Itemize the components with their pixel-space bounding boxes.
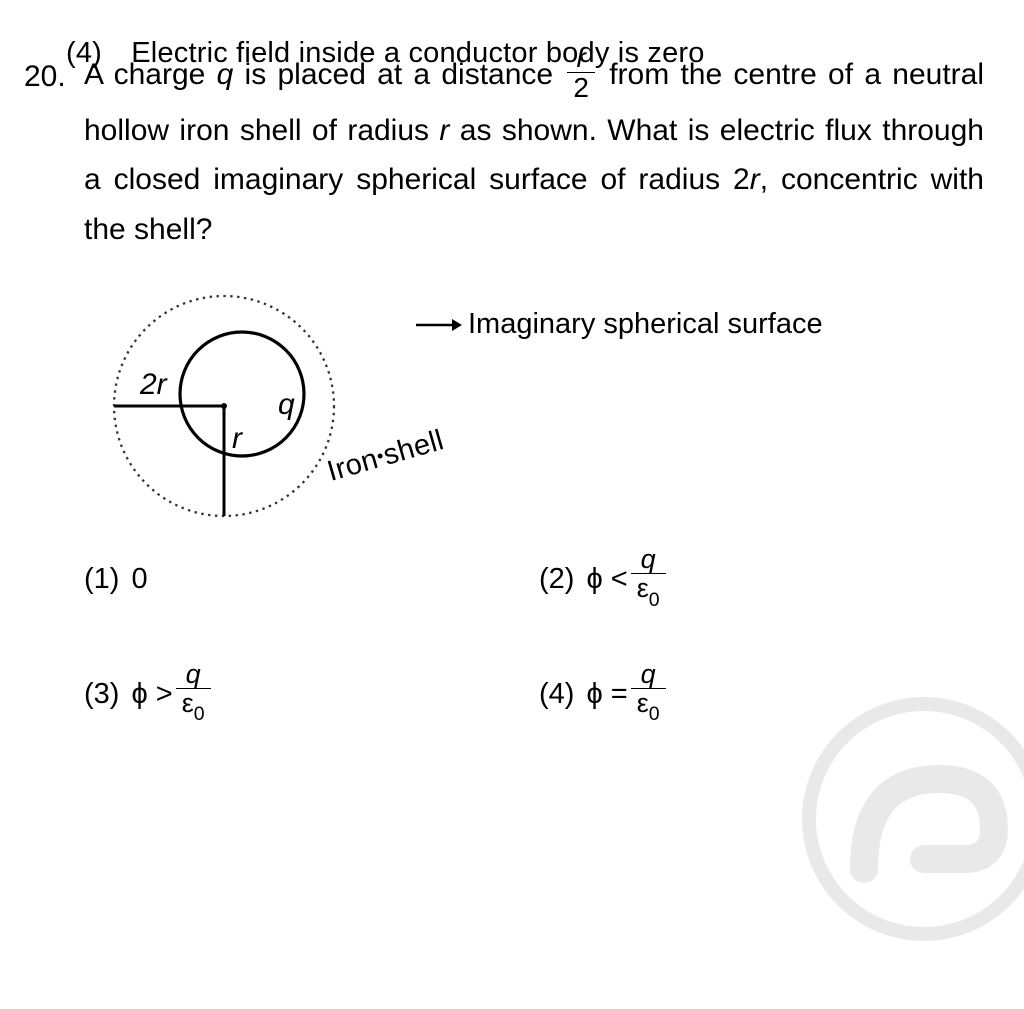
option-2-num: (2) (539, 563, 574, 596)
option-3-num: (3) (84, 678, 119, 711)
question-text: A charge q is placed at a distance r2 fr… (84, 46, 984, 254)
option-1-text: 0 (131, 563, 147, 596)
label-q: q (278, 388, 295, 421)
option-4-fraction: q ε0 (631, 661, 666, 724)
frac-denominator: 2 (567, 72, 595, 104)
option-3-prefix: ϕ > (131, 678, 172, 711)
answer-options: (1) 0 (2) ϕ < q ε0 (3) ϕ > q ε0 (4) ϕ = … (84, 548, 984, 726)
opt3-frac-num: q (176, 661, 211, 688)
label-r: r (232, 422, 243, 455)
diagram-svg: 2r r q (84, 278, 404, 538)
opt4-eps-sub: 0 (649, 703, 660, 725)
opt2-eps-sub: 0 (649, 589, 660, 611)
opt4-eps: ε (637, 688, 649, 718)
option-2-fraction: q ε0 (631, 546, 666, 609)
frac-numerator: r (567, 44, 595, 72)
previous-option-line: (4) Electric field inside a conductor bo… (66, 37, 705, 70)
option-2[interactable]: (2) ϕ < q ε0 (539, 548, 984, 611)
opt3-frac-den: ε0 (176, 688, 211, 724)
opt2-frac-den: ε0 (631, 573, 666, 609)
radius-r-var-2: r (750, 163, 760, 196)
option-2-prefix: ϕ < (586, 563, 627, 596)
option-3-fraction: q ε0 (176, 661, 211, 724)
option-3[interactable]: (3) ϕ > q ε0 (84, 663, 529, 726)
opt3-eps-sub: 0 (194, 703, 205, 725)
imaginary-surface-label: Imaginary spherical surface (414, 308, 823, 341)
fraction-r-over-2: r2 (567, 44, 595, 104)
opt3-eps: ε (182, 688, 194, 718)
option-1-num: (1) (84, 563, 119, 596)
option-4-num: (4) (539, 678, 574, 711)
option-1[interactable]: (1) 0 (84, 548, 529, 611)
option-4[interactable]: (4) ϕ = q ε0 (539, 663, 984, 726)
dot-icon (377, 453, 383, 459)
diagram: 2r r q Imaginary spherical surface Irons… (84, 278, 984, 538)
opt4-frac-num: q (631, 661, 666, 688)
imaginary-surface-text: Imaginary spherical surface (468, 308, 823, 341)
radius-r-var: r (439, 114, 449, 147)
opt2-eps: ε (637, 573, 649, 603)
watermark-logo (794, 689, 1024, 949)
opt2-frac-num: q (631, 546, 666, 573)
option-4-prefix: ϕ = (586, 678, 627, 711)
label-2r: 2r (139, 368, 168, 401)
arrow-icon (414, 315, 462, 335)
opt4-frac-den: ε0 (631, 688, 666, 724)
page-content: (4) Electric field inside a conductor bo… (0, 46, 1024, 726)
question-block: 20. A charge q is placed at a distance r… (84, 46, 984, 254)
